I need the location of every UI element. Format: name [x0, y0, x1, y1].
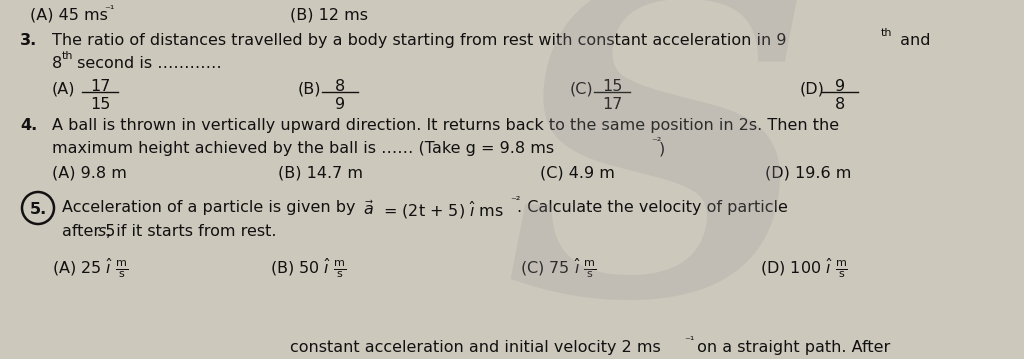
Text: th: th: [62, 51, 74, 61]
Text: S: S: [505, 0, 815, 359]
Text: (D) 19.6 m: (D) 19.6 m: [765, 165, 851, 180]
Text: ): ): [659, 141, 666, 156]
Text: , if it starts from rest.: , if it starts from rest.: [106, 224, 276, 239]
Text: s: s: [98, 224, 106, 239]
Text: 17: 17: [90, 79, 111, 94]
Text: (B): (B): [298, 82, 322, 97]
Text: (A): (A): [52, 82, 76, 97]
Text: (C) 75 $\hat{\imath}$ $\frac{\mathrm{m}}{\mathrm{s}}$: (C) 75 $\hat{\imath}$ $\frac{\mathrm{m}}…: [520, 257, 597, 280]
Text: 3.: 3.: [20, 33, 37, 48]
Text: (B) 50 $\hat{\imath}$ $\frac{\mathrm{m}}{\mathrm{s}}$: (B) 50 $\hat{\imath}$ $\frac{\mathrm{m}}…: [270, 257, 346, 280]
Text: 8: 8: [52, 56, 62, 71]
Text: $\vec{a}$: $\vec{a}$: [362, 200, 375, 218]
Text: (B) 14.7 m: (B) 14.7 m: [278, 165, 362, 180]
Text: constant acceleration and initial velocity 2 ms: constant acceleration and initial veloci…: [290, 340, 660, 355]
Text: (C) 4.9 m: (C) 4.9 m: [540, 165, 614, 180]
Text: ⁻¹: ⁻¹: [104, 5, 115, 15]
Text: Acceleration of a particle is given by: Acceleration of a particle is given by: [62, 200, 360, 215]
Text: and: and: [895, 33, 931, 48]
Text: (C): (C): [570, 82, 594, 97]
Text: = (2t + 5) $\hat{\imath}$ ms: = (2t + 5) $\hat{\imath}$ ms: [378, 200, 504, 221]
Text: ⁻¹: ⁻¹: [684, 336, 694, 346]
Text: 15: 15: [602, 79, 623, 94]
Text: 8: 8: [835, 97, 845, 112]
Text: (A) 25 $\hat{\imath}$ $\frac{\mathrm{m}}{\mathrm{s}}$: (A) 25 $\hat{\imath}$ $\frac{\mathrm{m}}…: [52, 257, 128, 280]
Text: (A) 45 ms: (A) 45 ms: [30, 8, 108, 23]
Text: ⁻²: ⁻²: [651, 137, 662, 147]
Text: (B) 12 ms: (B) 12 ms: [290, 8, 368, 23]
Text: The ratio of distances travelled by a body starting from rest with constant acce: The ratio of distances travelled by a bo…: [52, 33, 786, 48]
Text: 4.: 4.: [20, 118, 37, 133]
Text: 5.: 5.: [30, 202, 47, 218]
Text: th: th: [881, 28, 893, 38]
Text: 15: 15: [90, 97, 111, 112]
Text: (D): (D): [800, 82, 825, 97]
Text: 9: 9: [335, 97, 345, 112]
Text: 9: 9: [835, 79, 845, 94]
Text: ⁻²: ⁻²: [510, 196, 520, 206]
Text: 8: 8: [335, 79, 345, 94]
Text: 17: 17: [602, 97, 623, 112]
Text: . Calculate the velocity of particle: . Calculate the velocity of particle: [517, 200, 787, 215]
Text: on a straight path. After: on a straight path. After: [692, 340, 890, 355]
Text: maximum height achieved by the ball is …… (Take g = 9.8 ms: maximum height achieved by the ball is ……: [52, 141, 554, 156]
Text: (D) 100 $\hat{\imath}$ $\frac{\mathrm{m}}{\mathrm{s}}$: (D) 100 $\hat{\imath}$ $\frac{\mathrm{m}…: [760, 257, 848, 280]
Text: second is …………: second is …………: [72, 56, 222, 71]
Text: (A) 9.8 m: (A) 9.8 m: [52, 165, 127, 180]
Text: after 5: after 5: [62, 224, 116, 239]
Text: A ball is thrown in vertically upward direction. It returns back to the same pos: A ball is thrown in vertically upward di…: [52, 118, 839, 133]
